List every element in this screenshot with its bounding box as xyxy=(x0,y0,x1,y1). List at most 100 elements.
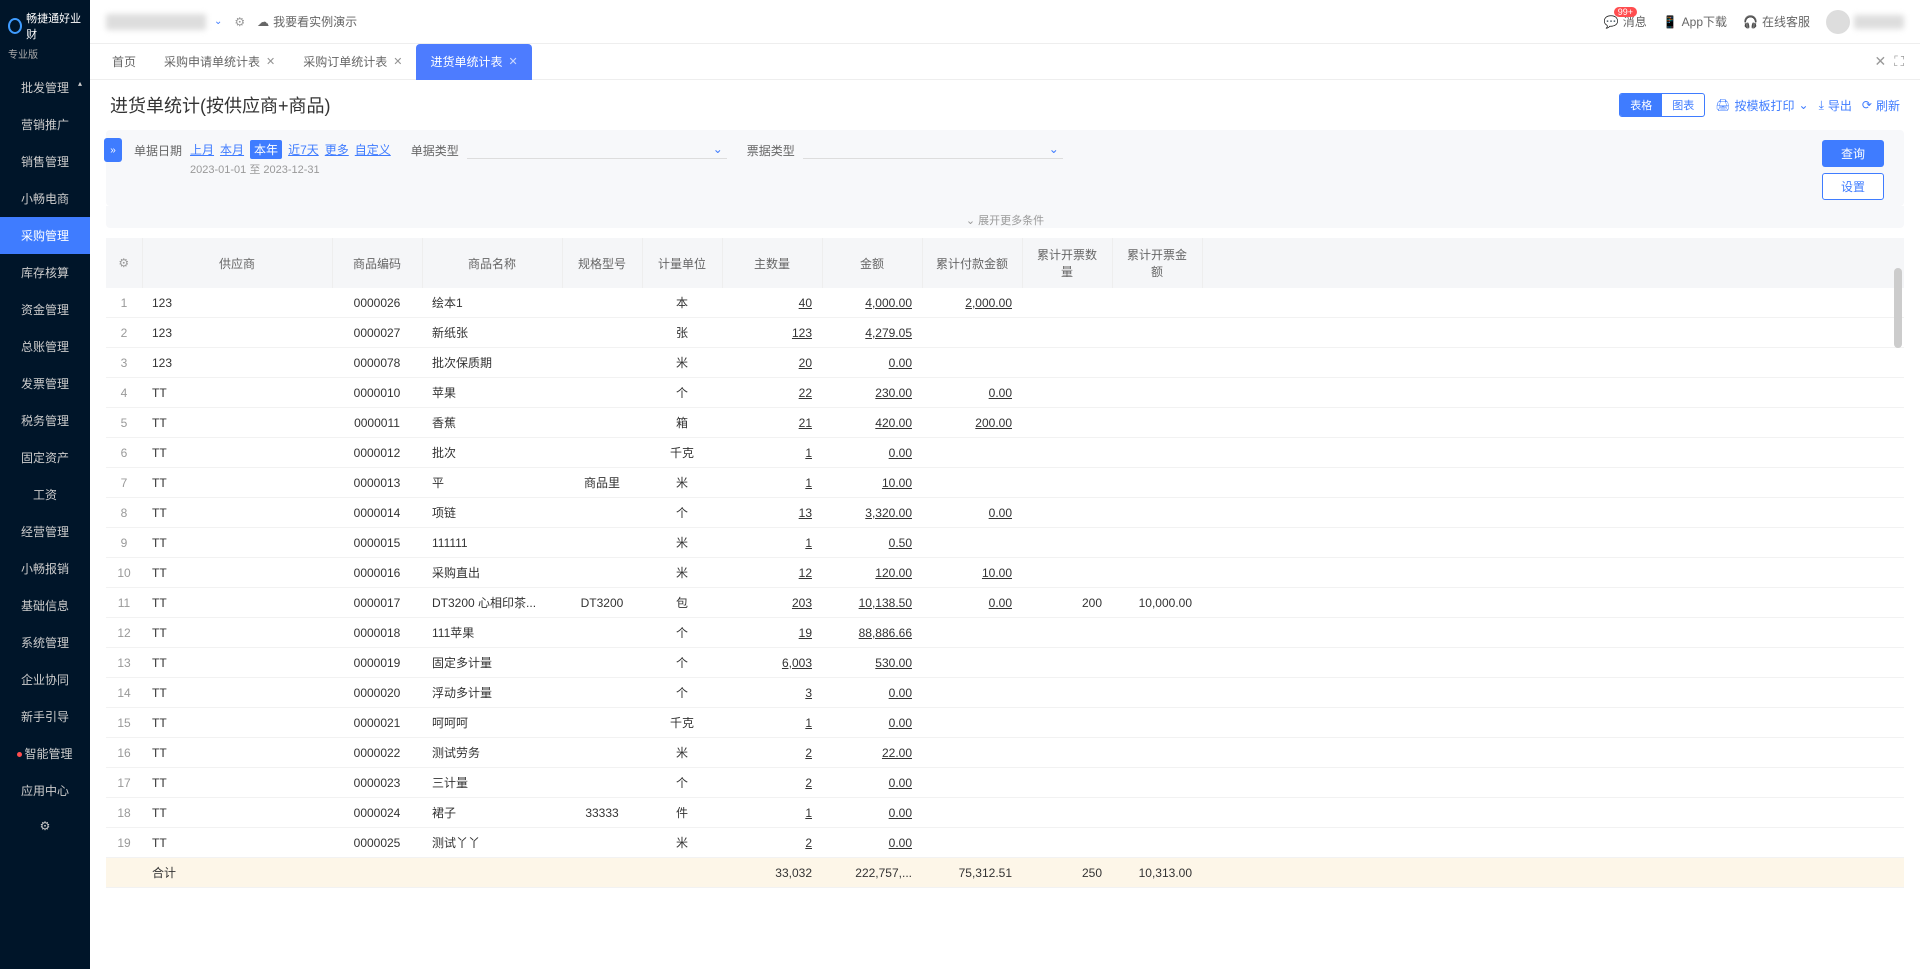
data-table-wrap[interactable]: ⚙ 供应商商品编码商品名称规格型号计量单位主数量金额累计付款金额累计开票数量累计开… xyxy=(106,238,1904,969)
view-table-button[interactable]: 表格 xyxy=(1620,94,1662,116)
table-row[interactable]: 7TT0000013平商品里米110.00 xyxy=(106,468,1904,498)
message-button[interactable]: 💬 消息 99+ xyxy=(1604,13,1647,30)
org-settings-icon[interactable]: ⚙ xyxy=(234,15,245,29)
sidebar-item[interactable]: 销售管理 xyxy=(0,143,90,180)
sidebar-item[interactable]: 小畅报销 xyxy=(0,550,90,587)
table-row[interactable]: 5TT0000011香蕉箱21420.00200.00 xyxy=(106,408,1904,438)
tab-label: 采购申请单统计表 xyxy=(164,53,260,70)
online-service-button[interactable]: 🎧 在线客服 xyxy=(1743,13,1810,30)
filter-doc-type-select[interactable]: ⌄ xyxy=(467,140,727,159)
table-row[interactable]: 15TT0000021呵呵呵千克10.00 xyxy=(106,708,1904,738)
cloud-icon: ☁ xyxy=(257,15,269,29)
view-chart-button[interactable]: 图表 xyxy=(1662,94,1704,116)
table-row[interactable]: 11230000026绘本1本404,000.002,000.00 xyxy=(106,288,1904,318)
date-quick-option[interactable]: 上月 xyxy=(190,141,214,158)
query-button[interactable]: 查询 xyxy=(1822,140,1884,167)
column-header[interactable]: 商品名称 xyxy=(422,238,562,288)
sidebar-item[interactable]: 总账管理 xyxy=(0,328,90,365)
table-row[interactable]: 9TT0000015111111米10.50 xyxy=(106,528,1904,558)
close-all-tabs-icon[interactable]: ✕ xyxy=(1874,53,1886,70)
table-row[interactable]: 13TT0000019固定多计量个6,003530.00 xyxy=(106,648,1904,678)
sidebar-item[interactable]: 经营管理 xyxy=(0,513,90,550)
date-quick-option[interactable]: 本月 xyxy=(220,141,244,158)
table-row[interactable]: 6TT0000012批次千克10.00 xyxy=(106,438,1904,468)
export-button[interactable]: ⤓ 导出 xyxy=(1819,97,1852,114)
sidebar-item[interactable]: 企业协同 xyxy=(0,661,90,698)
tab[interactable]: 采购订单统计表 ✕ xyxy=(289,44,416,80)
tab[interactable]: 首页 xyxy=(98,44,150,80)
date-quick-option[interactable]: 自定义 xyxy=(355,141,391,158)
notification-dot-icon xyxy=(17,752,22,757)
sidebar-item[interactable]: 采购管理 xyxy=(0,217,90,254)
table-row[interactable]: 12TT0000018111苹果个1988,886.66 xyxy=(106,618,1904,648)
sidebar-item[interactable]: 固定资产 xyxy=(0,439,90,476)
app-download-button[interactable]: 📱 App下载 xyxy=(1663,13,1727,30)
column-header[interactable]: 累计付款金额 xyxy=(922,238,1022,288)
column-header[interactable]: 商品编码 xyxy=(332,238,422,288)
sidebar-item[interactable]: 智能管理 xyxy=(0,735,90,772)
filter-settings-button[interactable]: 设置 xyxy=(1822,173,1884,200)
message-badge: 99+ xyxy=(1614,7,1637,17)
sidebar-item[interactable]: 基础信息 xyxy=(0,587,90,624)
tab[interactable]: 进货单统计表 ✕ xyxy=(416,44,531,80)
table-row[interactable]: 11TT0000017DT3200 心相印茶...DT3200包20310,13… xyxy=(106,588,1904,618)
table-row[interactable]: 14TT0000020浮动多计量个30.00 xyxy=(106,678,1904,708)
table-row[interactable]: 31230000078批次保质期米200.00 xyxy=(106,348,1904,378)
filter-expand-button[interactable]: ⌄ 展开更多条件 xyxy=(106,206,1904,228)
column-header[interactable]: 供应商 xyxy=(142,238,332,288)
table-row[interactable]: 17TT0000023三计量个20.00 xyxy=(106,768,1904,798)
filter-invoice-type-select[interactable]: ⌄ xyxy=(803,140,1063,159)
sidebar-settings-icon[interactable]: ⚙ xyxy=(0,809,90,843)
table-row[interactable]: 18TT0000024裙子33333件10.00 xyxy=(106,798,1904,828)
close-icon[interactable]: ✕ xyxy=(509,55,518,68)
tab-label: 采购订单统计表 xyxy=(303,53,387,70)
table-row[interactable]: 19TT0000025测试丫丫米20.00 xyxy=(106,828,1904,858)
sidebar-item[interactable]: 税务管理 xyxy=(0,402,90,439)
table-row[interactable]: 16TT0000022测试劳务米222.00 xyxy=(106,738,1904,768)
refresh-button[interactable]: ⟳ 刷新 xyxy=(1862,97,1900,114)
sidebar-item[interactable]: 工资 xyxy=(0,476,90,513)
chevron-down-icon: ⌄ xyxy=(1049,142,1059,156)
table-row[interactable]: 10TT0000016采购直出米12120.0010.00 xyxy=(106,558,1904,588)
close-icon[interactable]: ✕ xyxy=(393,55,402,68)
date-quick-option[interactable]: 近7天 xyxy=(288,141,319,158)
print-icon: 🖨 xyxy=(1715,98,1730,112)
column-header[interactable]: 累计开票金额 xyxy=(1112,238,1202,288)
column-header[interactable]: 金额 xyxy=(822,238,922,288)
print-button[interactable]: 🖨 按模板打印 ⌄ xyxy=(1715,97,1808,114)
table-row[interactable]: 4TT0000010苹果个22230.000.00 xyxy=(106,378,1904,408)
sidebar-item[interactable]: 营销推广 xyxy=(0,106,90,143)
close-icon[interactable]: ✕ xyxy=(266,55,275,68)
table-settings-icon[interactable]: ⚙ xyxy=(118,256,129,270)
sidebar-item[interactable]: 库存核算 xyxy=(0,254,90,291)
header: ⌄ ⚙ ☁ 我要看实例演示 💬 消息 99+ 📱 App下载 🎧 xyxy=(90,0,1920,44)
chevron-down-icon: ⌄ xyxy=(1799,98,1809,112)
brand-edition: 专业版 xyxy=(0,46,90,69)
filter-collapse-toggle[interactable]: » xyxy=(104,138,122,162)
table-row[interactable]: 8TT0000014项链个133,320.000.00 xyxy=(106,498,1904,528)
column-header[interactable]: 累计开票数量 xyxy=(1022,238,1112,288)
tab[interactable]: 采购申请单统计表 ✕ xyxy=(150,44,289,80)
sidebar-item[interactable]: 小畅电商 xyxy=(0,180,90,217)
tab-bar: 首页采购申请单统计表 ✕ 采购订单统计表 ✕ 进货单统计表 ✕ ✕ ⛶ xyxy=(90,44,1920,80)
table-row[interactable]: 21230000027新纸张张1234,279.05 xyxy=(106,318,1904,348)
column-header[interactable]: 规格型号 xyxy=(562,238,642,288)
sidebar-item[interactable]: 资金管理 xyxy=(0,291,90,328)
column-header[interactable]: 计量单位 xyxy=(642,238,722,288)
sidebar-item[interactable]: 新手引导 xyxy=(0,698,90,735)
date-quick-option[interactable]: 本年 xyxy=(250,140,282,159)
tab-label: 进货单统计表 xyxy=(430,53,502,70)
sidebar-item[interactable]: 系统管理 xyxy=(0,624,90,661)
column-header[interactable]: 主数量 xyxy=(722,238,822,288)
org-selector[interactable]: ⌄ xyxy=(106,14,222,30)
sidebar-item[interactable]: 应用中心 xyxy=(0,772,90,809)
sidebar-item[interactable]: 发票管理 xyxy=(0,365,90,402)
demo-link[interactable]: ☁ 我要看实例演示 xyxy=(257,13,357,30)
user-menu[interactable] xyxy=(1826,10,1904,34)
scrollbar[interactable] xyxy=(1894,268,1902,348)
fullscreen-icon[interactable]: ⛶ xyxy=(1894,53,1904,70)
page-title: 进货单统计(按供应商+商品) xyxy=(110,92,331,118)
sidebar-item[interactable]: 批发管理 xyxy=(0,69,90,106)
logo: 畅捷通好业财 xyxy=(0,0,90,46)
date-quick-option[interactable]: 更多 xyxy=(325,141,349,158)
